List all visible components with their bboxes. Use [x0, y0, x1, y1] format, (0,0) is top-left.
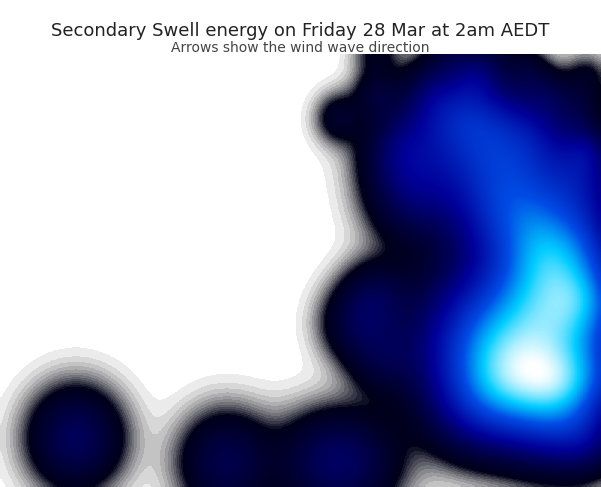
Text: Secondary Swell energy on Friday 28 Mar at 2am AEDT: Secondary Swell energy on Friday 28 Mar …: [51, 22, 550, 40]
Text: Arrows show the wind wave direction: Arrows show the wind wave direction: [171, 41, 430, 56]
